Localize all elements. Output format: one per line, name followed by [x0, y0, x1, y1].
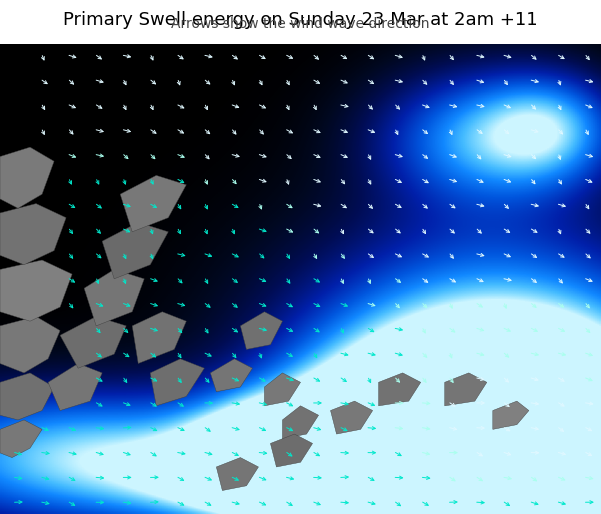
Polygon shape	[0, 204, 66, 265]
Polygon shape	[210, 359, 252, 392]
Polygon shape	[331, 401, 373, 434]
Polygon shape	[132, 312, 186, 363]
Polygon shape	[216, 457, 258, 490]
Polygon shape	[0, 420, 42, 457]
Polygon shape	[264, 373, 300, 406]
Text: Arrows show the wind wave direction: Arrows show the wind wave direction	[171, 16, 430, 30]
Polygon shape	[0, 260, 72, 321]
Text: Primary Swell energy on Sunday 23 Mar at 2am +11: Primary Swell energy on Sunday 23 Mar at…	[63, 11, 538, 29]
Polygon shape	[120, 175, 186, 232]
Polygon shape	[0, 147, 54, 208]
Polygon shape	[60, 317, 126, 368]
Polygon shape	[282, 406, 319, 439]
Polygon shape	[0, 373, 54, 420]
Polygon shape	[48, 363, 102, 411]
Polygon shape	[0, 317, 60, 373]
Polygon shape	[445, 373, 487, 406]
Polygon shape	[270, 434, 313, 467]
Polygon shape	[150, 359, 204, 406]
Polygon shape	[240, 312, 282, 350]
Polygon shape	[379, 373, 421, 406]
Polygon shape	[493, 401, 529, 429]
Polygon shape	[102, 223, 168, 279]
Polygon shape	[84, 269, 144, 326]
